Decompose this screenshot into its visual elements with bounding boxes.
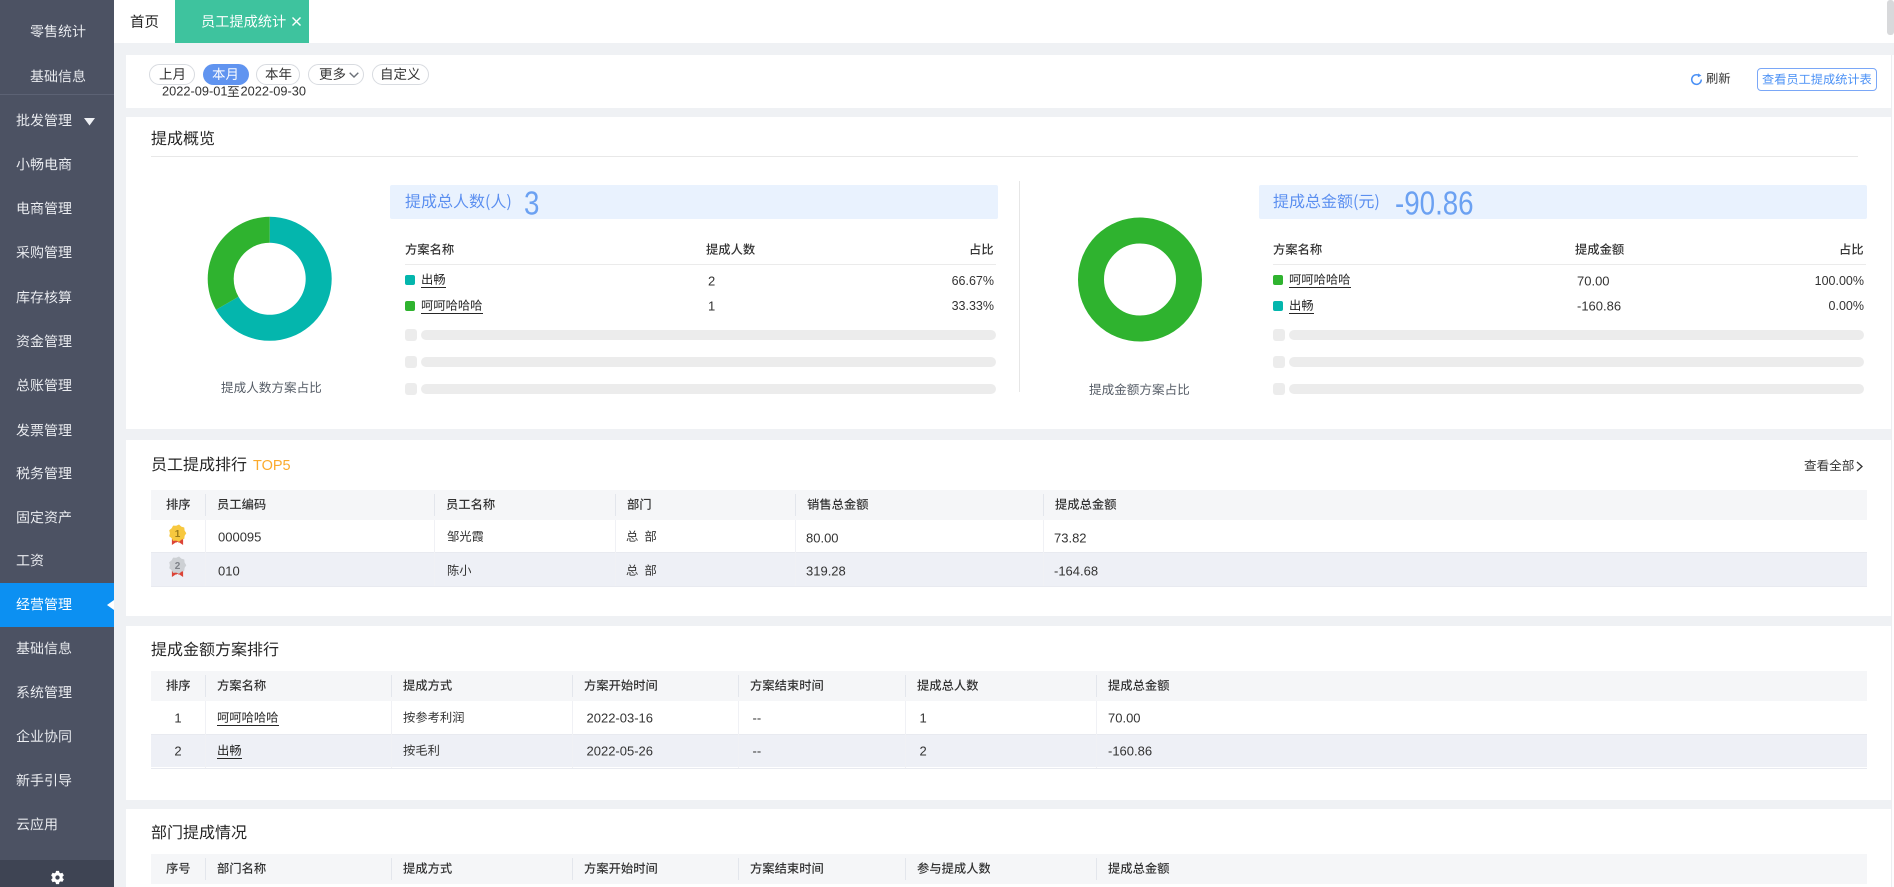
svg-text:1: 1 xyxy=(175,528,181,539)
svg-text:2: 2 xyxy=(175,561,181,572)
